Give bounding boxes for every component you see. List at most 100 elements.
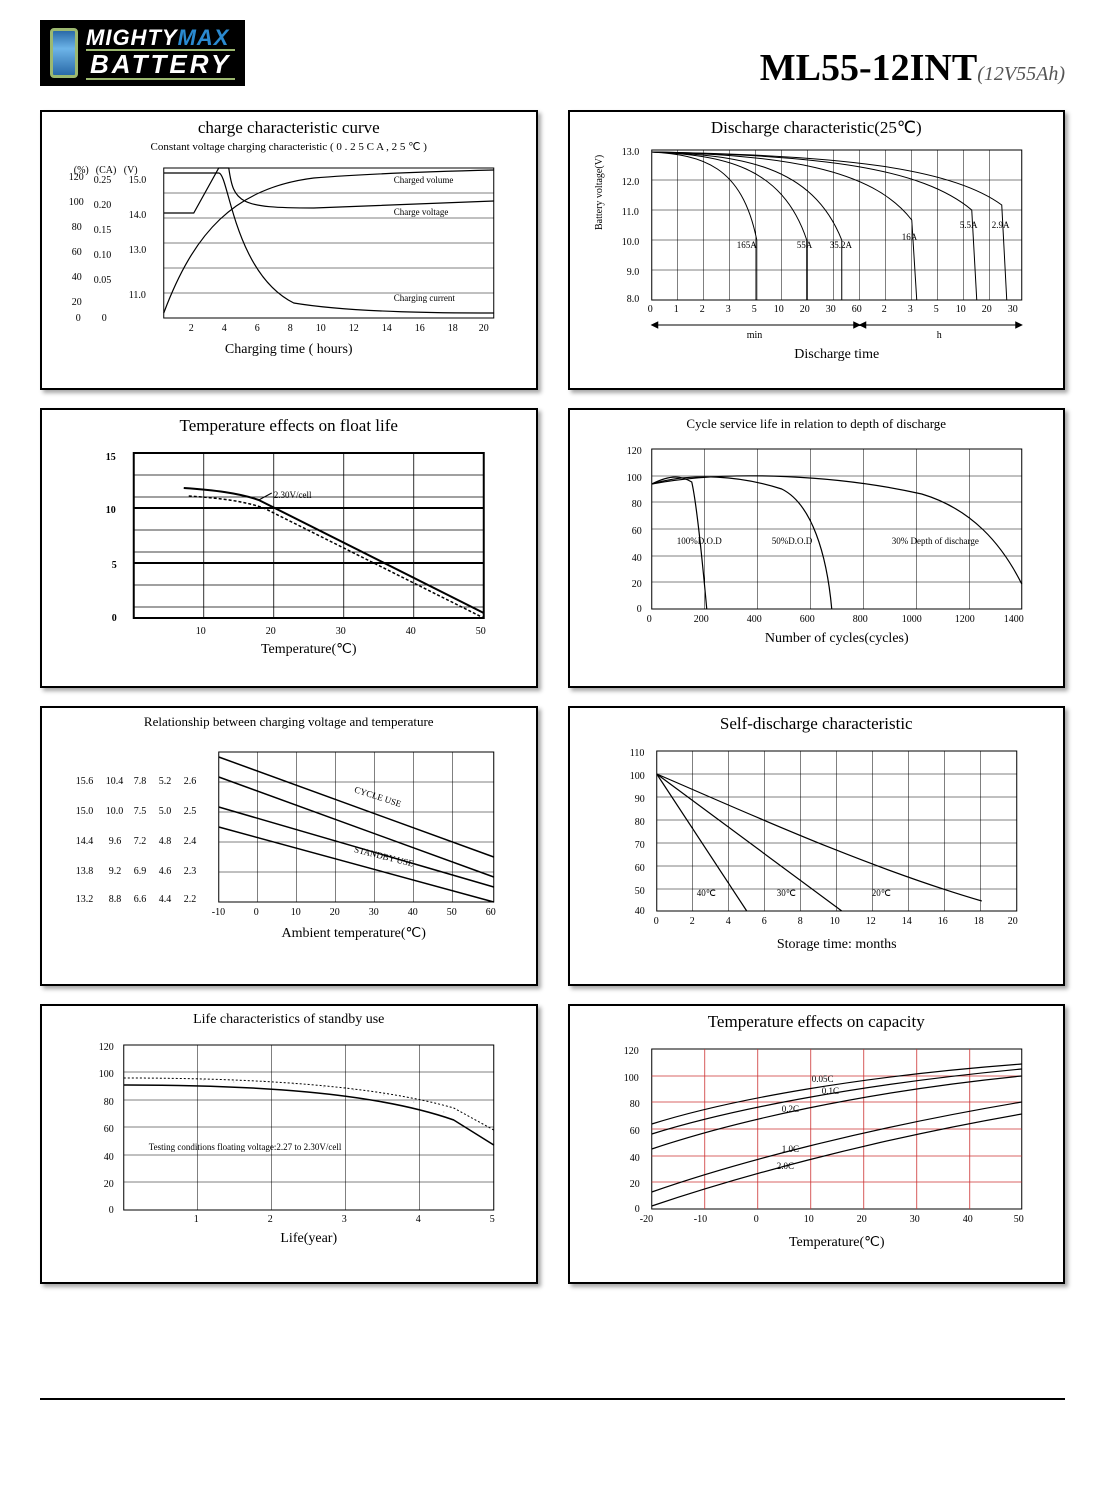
svg-text:120: 120 xyxy=(626,446,641,457)
svg-text:9.6: 9.6 xyxy=(109,836,122,847)
svg-text:0: 0 xyxy=(112,613,117,624)
svg-text:13.0: 13.0 xyxy=(129,245,147,256)
svg-text:30: 30 xyxy=(909,1214,919,1225)
svg-text:10.0: 10.0 xyxy=(621,237,639,248)
svg-text:8.0: 8.0 xyxy=(626,294,639,305)
svg-text:0: 0 xyxy=(102,313,107,324)
chart: 120 100 80 60 40 20 0 0200400 6008001000… xyxy=(570,434,1064,664)
svg-text:120: 120 xyxy=(69,172,84,183)
svg-text:20: 20 xyxy=(266,626,276,637)
svg-text:16: 16 xyxy=(415,323,425,334)
svg-text:5.0: 5.0 xyxy=(159,806,172,817)
svg-text:14.0: 14.0 xyxy=(129,210,147,221)
svg-text:120: 120 xyxy=(623,1046,638,1057)
svg-text:-10: -10 xyxy=(212,907,225,918)
svg-text:80: 80 xyxy=(72,222,82,233)
svg-text:100: 100 xyxy=(626,473,641,484)
panel-self-discharge: Self-discharge characteristic xyxy=(568,706,1066,986)
header: MIGHTYMAX BATTERY ML55-12INT(12V55Ah) xyxy=(40,20,1065,90)
chart: 13.0 12.0 11.0 10.0 9.0 8.0 0123 5102030… xyxy=(570,140,1064,370)
panel-float-life: Temperature effects on float life 15 xyxy=(40,408,538,688)
svg-text:1.0C: 1.0C xyxy=(781,1144,798,1154)
panel-temp-capacity: Temperature effects on capacity xyxy=(568,1004,1066,1284)
svg-text:Temperature(℃): Temperature(℃) xyxy=(788,1235,884,1250)
svg-text:40: 40 xyxy=(631,553,641,564)
brand-logo: MIGHTYMAX BATTERY xyxy=(40,20,245,86)
svg-text:0: 0 xyxy=(646,614,651,625)
svg-text:20: 20 xyxy=(629,1179,639,1190)
svg-text:-10: -10 xyxy=(693,1214,706,1225)
svg-text:600: 600 xyxy=(799,614,814,625)
svg-text:20: 20 xyxy=(981,304,991,315)
svg-text:15.0: 15.0 xyxy=(129,175,147,186)
svg-text:4.6: 4.6 xyxy=(159,866,172,877)
svg-text:200: 200 xyxy=(693,614,708,625)
svg-text:Charge voltage: Charge voltage xyxy=(394,207,449,217)
model-main: ML55-12INT xyxy=(760,47,977,89)
svg-text:3: 3 xyxy=(725,304,730,315)
svg-text:40: 40 xyxy=(629,1153,639,1164)
svg-text:8: 8 xyxy=(288,323,293,334)
chart: (%)(CA)(V) 12010080 6040200 0.250.200.15… xyxy=(42,153,536,363)
svg-text:10: 10 xyxy=(196,626,206,637)
svg-text:120: 120 xyxy=(99,1042,114,1053)
svg-text:12.0: 12.0 xyxy=(621,177,639,188)
svg-text:10: 10 xyxy=(773,304,783,315)
svg-text:1000: 1000 xyxy=(901,614,921,625)
svg-text:40: 40 xyxy=(72,272,82,283)
svg-text:5: 5 xyxy=(112,560,117,571)
svg-text:70: 70 xyxy=(634,840,644,851)
svg-text:30: 30 xyxy=(1007,304,1017,315)
svg-text:110: 110 xyxy=(629,748,644,759)
svg-text:Charged volume: Charged volume xyxy=(394,175,454,185)
svg-text:6: 6 xyxy=(255,323,260,334)
svg-text:Discharge time: Discharge time xyxy=(794,347,879,362)
panel-discharge: Discharge characteristic(25℃) xyxy=(568,110,1066,390)
svg-text:1400: 1400 xyxy=(1003,614,1023,625)
title: Discharge characteristic(25℃) xyxy=(570,112,1064,140)
svg-text:30: 30 xyxy=(369,907,379,918)
svg-text:30% Depth of discharge: 30% Depth of discharge xyxy=(891,536,978,546)
svg-text:90: 90 xyxy=(634,794,644,805)
svg-text:0.1C: 0.1C xyxy=(821,1086,838,1096)
svg-text:Life(year): Life(year) xyxy=(280,1231,337,1246)
svg-text:13.2: 13.2 xyxy=(76,894,94,905)
brand-line1b: MAX xyxy=(178,25,230,50)
svg-text:20: 20 xyxy=(799,304,809,315)
svg-text:2: 2 xyxy=(689,916,694,927)
title: charge characteristic curve xyxy=(42,112,536,140)
svg-text:0: 0 xyxy=(76,313,81,324)
svg-text:5: 5 xyxy=(933,304,938,315)
svg-text:10: 10 xyxy=(955,304,965,315)
svg-text:Storage time: months: Storage time: months xyxy=(776,937,896,952)
title: Life characteristics of standby use xyxy=(42,1006,536,1030)
svg-text:2.5: 2.5 xyxy=(184,806,197,817)
svg-text:6.6: 6.6 xyxy=(134,894,147,905)
svg-text:2.6: 2.6 xyxy=(184,776,197,787)
svg-text:2.0C: 2.0C xyxy=(776,1161,793,1171)
footer-rule xyxy=(40,1398,1065,1400)
svg-text:13.8: 13.8 xyxy=(76,866,94,877)
svg-text:0: 0 xyxy=(753,1214,758,1225)
svg-text:6.9: 6.9 xyxy=(134,866,147,877)
svg-text:15.0: 15.0 xyxy=(76,806,94,817)
svg-text:10: 10 xyxy=(106,505,116,516)
svg-text:12: 12 xyxy=(865,916,875,927)
svg-text:20: 20 xyxy=(479,323,489,334)
svg-text:Number of cycles(cycles): Number of cycles(cycles) xyxy=(764,631,908,646)
svg-text:20: 20 xyxy=(1007,916,1017,927)
svg-text:5.5A: 5.5A xyxy=(959,220,977,230)
chart-grid: charge characteristic curve Constant vol… xyxy=(40,110,1065,1284)
svg-text:0.2C: 0.2C xyxy=(781,1104,798,1114)
svg-text:8: 8 xyxy=(797,916,802,927)
svg-text:2.30V/cell: 2.30V/cell xyxy=(274,490,312,500)
svg-text:80: 80 xyxy=(631,499,641,510)
svg-text:Charging time ( hours): Charging time ( hours) xyxy=(225,342,353,357)
svg-text:400: 400 xyxy=(746,614,761,625)
svg-text:12: 12 xyxy=(349,323,359,334)
svg-text:0: 0 xyxy=(109,1205,114,1216)
svg-text:60: 60 xyxy=(104,1124,114,1135)
svg-text:3: 3 xyxy=(907,304,912,315)
panel-charge-curve: charge characteristic curve Constant vol… xyxy=(40,110,538,390)
svg-text:2: 2 xyxy=(189,323,194,334)
